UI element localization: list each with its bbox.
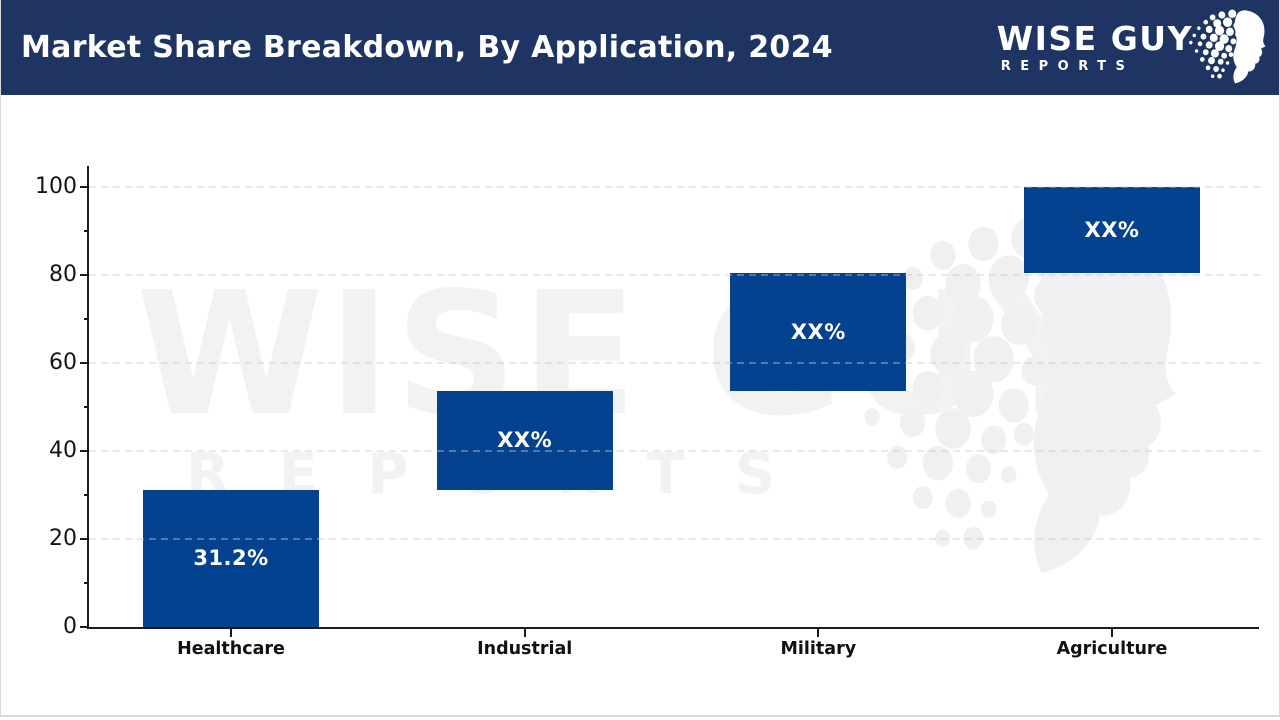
- y-tick-mark: [80, 274, 89, 276]
- x-tick-mark: [230, 629, 232, 637]
- y-axis-line: [87, 166, 89, 629]
- y-minor-tick-mark: [84, 406, 89, 408]
- bar-industrial: [436, 391, 613, 490]
- y-tick-label: 80: [49, 262, 77, 287]
- y-tick-mark: [80, 186, 89, 188]
- y-tick-mark: [80, 450, 89, 452]
- y-minor-tick-mark: [84, 494, 89, 496]
- bar-military: [730, 273, 907, 392]
- y-gridline: [89, 186, 1263, 188]
- y-gridline: [89, 538, 1263, 540]
- logo-face-icon: [1189, 9, 1266, 83]
- bar-agriculture: [1024, 187, 1200, 274]
- bar-value-label: XX%: [497, 428, 553, 453]
- bar-value-label: XX%: [790, 320, 846, 345]
- y-minor-tick-mark: [84, 230, 89, 232]
- chart-title: Market Share Breakdown, By Application, …: [21, 30, 833, 65]
- y-tick-label: 20: [49, 526, 77, 551]
- category-label: Industrial: [477, 639, 573, 659]
- wiseguy-logo: WISE GUY REPORTS: [997, 9, 1269, 87]
- x-axis-line: [87, 627, 1259, 629]
- logo-subtext: REPORTS: [1000, 58, 1135, 74]
- logo-wordmark: WISE GUY: [996, 18, 1193, 58]
- bar-value-label: 31.2%: [193, 546, 269, 571]
- y-tick-mark: [80, 362, 89, 364]
- y-tick-label: 60: [49, 350, 77, 375]
- category-label: Agriculture: [1056, 639, 1168, 659]
- x-tick-mark: [817, 629, 820, 637]
- y-gridline: [89, 362, 1263, 364]
- logo-text: WISE GUY REPORTS: [996, 18, 1193, 74]
- y-gridline: [89, 274, 1263, 276]
- bar-healthcare: [143, 489, 319, 627]
- x-tick-mark: [1111, 629, 1113, 637]
- y-tick-label: 100: [35, 174, 77, 199]
- y-tick-label: 0: [63, 614, 77, 639]
- y-tick-label: 40: [49, 438, 77, 463]
- category-label: Military: [780, 639, 857, 659]
- x-tick-mark: [523, 629, 526, 637]
- category-label: Healthcare: [177, 639, 285, 659]
- header-bar: Market Share Breakdown, By Application, …: [1, 0, 1279, 95]
- y-tick-mark: [80, 626, 89, 628]
- bar-value-label: XX%: [1084, 218, 1140, 243]
- y-minor-tick-mark: [84, 582, 89, 584]
- y-tick-mark: [80, 538, 89, 540]
- y-minor-tick-mark: [84, 318, 89, 320]
- y-gridline: [89, 450, 1263, 452]
